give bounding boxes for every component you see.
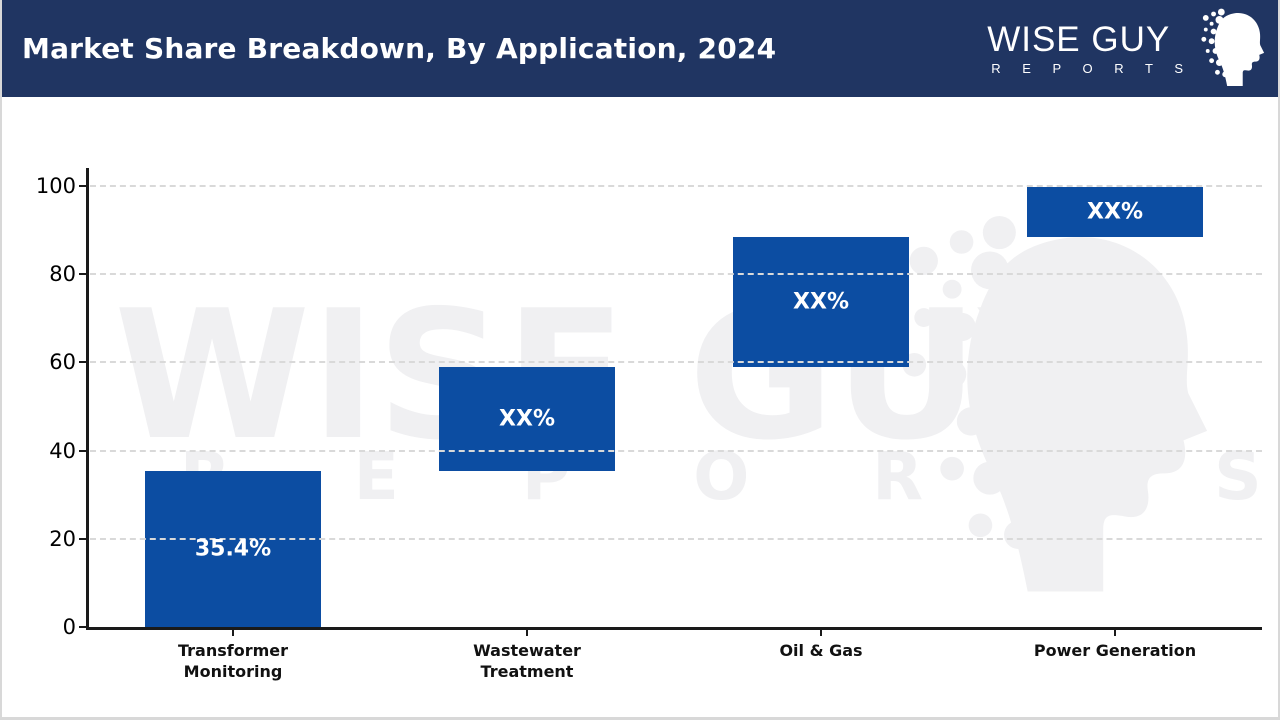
y-axis-tick-mark	[79, 449, 88, 452]
x-axis-line	[86, 627, 1262, 630]
gridline-40	[90, 449, 1262, 452]
gridline-60	[90, 361, 1262, 364]
gridline-100	[90, 185, 1262, 187]
y-axis-tick-mark	[79, 273, 88, 276]
y-axis-tick-label: 20	[49, 526, 76, 551]
gridline-80	[90, 273, 1262, 276]
watermark-head-icon	[902, 216, 1208, 592]
logo-head-icon	[1201, 8, 1265, 86]
logo-text: WISE GUY R E P O R T S	[987, 22, 1192, 75]
page-title: Market Share Breakdown, By Application, …	[22, 32, 777, 65]
y-axis-tick-label: 80	[49, 262, 76, 287]
y-axis-tick-mark	[79, 537, 88, 540]
x-axis-tick-mark	[1114, 630, 1116, 636]
gridline-20	[90, 537, 1262, 540]
y-axis-tick-mark	[79, 361, 88, 364]
bar-oil-gas	[733, 237, 909, 367]
y-axis-line	[86, 168, 89, 630]
logo-wordmark: WISE GUY	[987, 20, 1171, 59]
y-axis-tick-label: 100	[35, 174, 76, 198]
bar-wastewater-treatment	[439, 366, 615, 471]
header-bar: Market Share Breakdown, By Application, …	[2, 0, 1278, 97]
y-axis-tick-label: 40	[49, 438, 76, 463]
logo-subtitle: R E P O R T S	[991, 61, 1192, 76]
x-axis-tick-mark	[526, 630, 528, 636]
bar-value-label: 35.4%	[194, 536, 272, 562]
bar-transformer-monitoring	[145, 470, 321, 627]
category-label-power-generation: Power Generation	[1033, 641, 1197, 660]
x-axis-tick-mark	[820, 630, 822, 636]
bar-power-generation	[1027, 186, 1203, 238]
bar-value-label: XX%	[793, 289, 849, 315]
y-axis-tick-label: 0	[62, 615, 76, 639]
x-axis-tick-mark	[232, 630, 234, 636]
category-label-transformer-monitoring: Transformer Monitoring	[177, 641, 288, 681]
category-label-oil-gas: Oil & Gas	[779, 641, 863, 660]
wise-guy-reports-logo: WISE GUY R E P O R T S	[987, 8, 1268, 90]
y-axis-tick-mark	[79, 626, 88, 628]
bar-value-label: XX%	[499, 406, 555, 432]
category-label-wastewater-treatment: Wastewater Treatment	[473, 641, 581, 681]
bar-value-label: XX%	[1087, 199, 1143, 225]
y-axis-tick-mark	[79, 185, 88, 187]
y-axis-tick-label: 60	[49, 350, 76, 375]
